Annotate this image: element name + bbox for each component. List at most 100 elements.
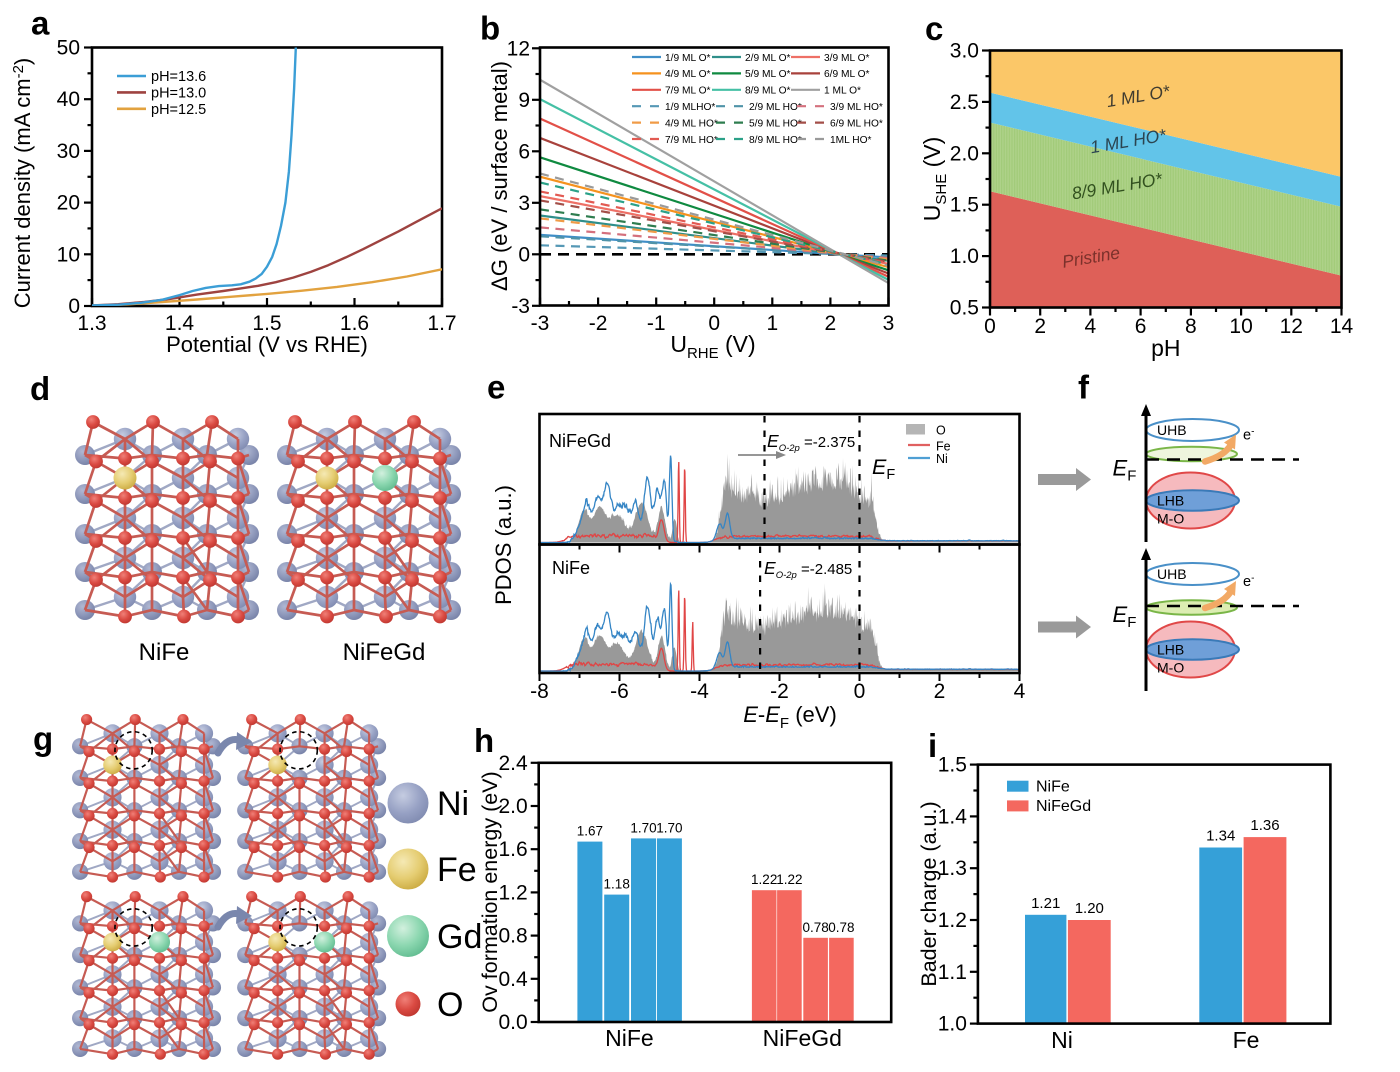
svg-text:f: f: [1078, 369, 1090, 406]
svg-text:M-O: M-O: [1157, 660, 1184, 676]
svg-text:e: e: [487, 369, 505, 406]
svg-text:O: O: [437, 986, 463, 1024]
svg-text:2: 2: [1034, 315, 1046, 338]
svg-text:3: 3: [518, 192, 530, 215]
svg-text:pH=12.5: pH=12.5: [151, 102, 206, 118]
svg-text:Fe: Fe: [437, 851, 477, 889]
svg-text:5/9 ML HO*: 5/9 ML HO*: [749, 118, 802, 129]
svg-text:h: h: [474, 722, 494, 759]
svg-text:2.0: 2.0: [950, 142, 979, 165]
svg-text:5/9 ML O*: 5/9 ML O*: [745, 69, 791, 80]
svg-text:10: 10: [57, 243, 80, 266]
svg-text:8/9 ML O*: 8/9 ML O*: [745, 86, 791, 97]
svg-text:-3: -3: [511, 295, 530, 318]
svg-text:1.4: 1.4: [938, 805, 968, 828]
svg-text:-4: -4: [690, 680, 709, 703]
svg-text:Ov formation energy (eV): Ov formation energy (eV): [478, 771, 502, 1012]
svg-text:0: 0: [68, 295, 80, 318]
svg-text:1/9 MLHO*: 1/9 MLHO*: [665, 102, 715, 113]
svg-text:1.18: 1.18: [604, 877, 630, 892]
svg-text:0.5: 0.5: [950, 297, 979, 320]
svg-text:Ni: Ni: [437, 785, 469, 823]
svg-text:e-: e-: [1243, 427, 1254, 444]
svg-text:0: 0: [984, 315, 996, 338]
svg-text:UHB: UHB: [1157, 422, 1187, 438]
svg-text:d: d: [30, 370, 50, 407]
svg-text:1.6: 1.6: [340, 312, 369, 335]
svg-text:12: 12: [1280, 315, 1303, 338]
svg-text:1.5: 1.5: [252, 312, 281, 335]
svg-text:1 ML O*: 1 ML O*: [824, 86, 861, 97]
svg-text:1.67: 1.67: [577, 824, 603, 839]
svg-text:i: i: [928, 727, 937, 764]
svg-text:Fe: Fe: [936, 440, 951, 454]
svg-text:6: 6: [1135, 315, 1147, 338]
svg-text:8/9 ML HO*: 8/9 ML HO*: [749, 135, 802, 146]
svg-text:1.22: 1.22: [751, 872, 777, 887]
svg-text:50: 50: [57, 37, 80, 60]
svg-text:NiFeGd: NiFeGd: [763, 1025, 842, 1051]
svg-text:0.78: 0.78: [802, 920, 828, 935]
svg-text:1.22: 1.22: [776, 872, 802, 887]
svg-text:USHE (V): USHE (V): [919, 137, 950, 222]
svg-text:Potential (V vs RHE): Potential (V vs RHE): [166, 332, 368, 357]
svg-text:NiFe: NiFe: [139, 639, 190, 666]
svg-text:pH=13.6: pH=13.6: [151, 69, 206, 85]
svg-text:-8: -8: [530, 680, 549, 703]
svg-text:7/9 ML O*: 7/9 ML O*: [665, 86, 711, 97]
svg-text:12: 12: [507, 37, 530, 60]
svg-text:LHB: LHB: [1157, 642, 1184, 658]
svg-text:4/9 ML HO*: 4/9 ML HO*: [665, 118, 718, 129]
svg-text:3/9 ML HO*: 3/9 ML HO*: [830, 102, 883, 113]
svg-text:PDOS (a.u.): PDOS (a.u.): [491, 485, 516, 605]
svg-text:0.0: 0.0: [498, 1011, 527, 1034]
svg-text:Fe: Fe: [1233, 1027, 1260, 1053]
svg-text:NiFe: NiFe: [552, 558, 590, 578]
svg-text:3.0: 3.0: [950, 40, 979, 63]
svg-text:0: 0: [854, 680, 866, 703]
svg-text:1.36: 1.36: [1250, 817, 1279, 834]
svg-text:1: 1: [766, 312, 778, 335]
svg-text:-2: -2: [589, 312, 608, 335]
svg-text:1.2: 1.2: [498, 881, 527, 904]
svg-text:pH: pH: [1151, 335, 1180, 361]
svg-text:1.70: 1.70: [656, 820, 682, 835]
svg-text:6/9 ML O*: 6/9 ML O*: [824, 69, 870, 80]
svg-text:1.5: 1.5: [950, 194, 979, 217]
svg-text:URHE (V): URHE (V): [670, 331, 755, 362]
svg-text:NiFeGd: NiFeGd: [1036, 798, 1091, 815]
svg-text:3/9 ML O*: 3/9 ML O*: [824, 53, 870, 64]
svg-text:2.4: 2.4: [498, 752, 528, 775]
svg-text:4: 4: [1014, 680, 1026, 703]
svg-text:pH=13.0: pH=13.0: [151, 85, 206, 101]
svg-text:14: 14: [1330, 315, 1354, 338]
svg-text:3: 3: [883, 312, 895, 335]
svg-text:7/9 ML HO*: 7/9 ML HO*: [665, 135, 718, 146]
svg-text:1.0: 1.0: [938, 1013, 967, 1036]
svg-text:4: 4: [1085, 315, 1097, 338]
svg-text:6/9 ML HO*: 6/9 ML HO*: [830, 118, 883, 129]
svg-text:2.5: 2.5: [950, 91, 979, 114]
svg-text:Ni: Ni: [936, 452, 948, 466]
svg-text:NiFeGd: NiFeGd: [343, 639, 426, 666]
svg-text:e-: e-: [1243, 573, 1254, 590]
svg-text:1.1: 1.1: [938, 961, 967, 984]
svg-text:Current density (mA cm-2): Current density (mA cm-2): [10, 58, 35, 309]
svg-text:c: c: [925, 10, 943, 47]
svg-text:1.4: 1.4: [165, 312, 195, 335]
svg-text:6: 6: [518, 140, 530, 163]
svg-text:1.6: 1.6: [498, 838, 527, 861]
svg-text:0.8: 0.8: [498, 925, 527, 948]
svg-text:2/9 ML O*: 2/9 ML O*: [745, 53, 791, 64]
svg-text:1.2: 1.2: [938, 909, 967, 932]
svg-text:EO-2p =-2.485: EO-2p =-2.485: [764, 558, 852, 581]
svg-text:EO-2p =-2.375: EO-2p =-2.375: [767, 431, 855, 454]
svg-text:40: 40: [57, 88, 80, 111]
svg-text:1/9 ML O*: 1/9 ML O*: [665, 53, 711, 64]
svg-text:NiFeGd: NiFeGd: [549, 431, 611, 451]
svg-text:0.78: 0.78: [828, 920, 854, 935]
svg-text:8: 8: [1185, 315, 1197, 338]
svg-text:ΔG (eV / surface metal): ΔG (eV / surface metal): [487, 61, 512, 291]
svg-text:0: 0: [518, 243, 530, 266]
svg-text:4/9 ML O*: 4/9 ML O*: [665, 69, 711, 80]
